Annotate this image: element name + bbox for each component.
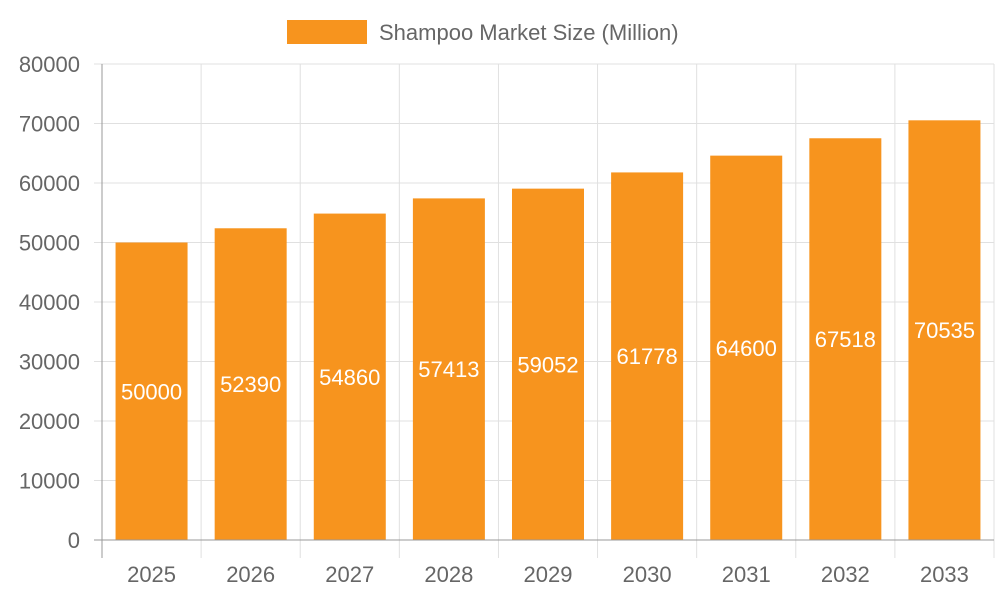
labels: 0 10000 20000 30000 40000 50000 60000 70000 8000… <box>19 52 975 587</box>
bar-data-label: 67518 <box>815 327 876 352</box>
x-tick-label: 2025 <box>127 562 176 587</box>
bar <box>313 213 386 540</box>
bar-data-label: 70535 <box>914 318 975 343</box>
bar-data-label: 59052 <box>517 352 578 377</box>
y-tick-label: 40000 <box>19 290 80 315</box>
bar <box>908 120 981 541</box>
legend: Shampoo Market Size (Million) <box>287 20 679 45</box>
bar <box>512 188 584 540</box>
bar <box>710 155 783 540</box>
bar <box>115 242 188 540</box>
bar-data-label: 52390 <box>220 372 281 397</box>
x-tick-label: 2030 <box>623 562 672 587</box>
x-tick-label: 2028 <box>424 562 473 587</box>
bar <box>214 228 287 541</box>
bar <box>412 198 485 541</box>
legend-swatch <box>287 20 367 44</box>
x-tick-label: 2033 <box>920 562 969 587</box>
bar <box>809 138 882 541</box>
y-tick-label: 0 <box>68 528 80 553</box>
bar-data-label: 50000 <box>121 379 182 404</box>
bar <box>611 172 684 540</box>
y-tick-label: 30000 <box>19 350 80 375</box>
y-tick-label: 70000 <box>19 112 80 137</box>
y-tick-label: 10000 <box>19 469 80 494</box>
legend-label: Shampoo Market Size (Million) <box>379 20 679 45</box>
y-tick-label: 80000 <box>19 52 80 77</box>
x-tick-label: 2029 <box>524 562 573 587</box>
y-tick-label: 20000 <box>19 409 80 434</box>
x-tick-label: 2031 <box>722 562 771 587</box>
y-tick-label: 60000 <box>19 171 80 196</box>
bar-data-label: 64600 <box>716 336 777 361</box>
bar-data-label: 54860 <box>319 365 380 390</box>
x-tick-label: 2026 <box>226 562 275 587</box>
bars <box>115 120 981 541</box>
bar-data-label: 57413 <box>418 357 479 382</box>
bar-data-label: 61778 <box>617 344 678 369</box>
axes <box>94 63 994 558</box>
x-tick-label: 2027 <box>325 562 374 587</box>
y-tick-label: 50000 <box>19 231 80 256</box>
x-tick-label: 2032 <box>821 562 870 587</box>
